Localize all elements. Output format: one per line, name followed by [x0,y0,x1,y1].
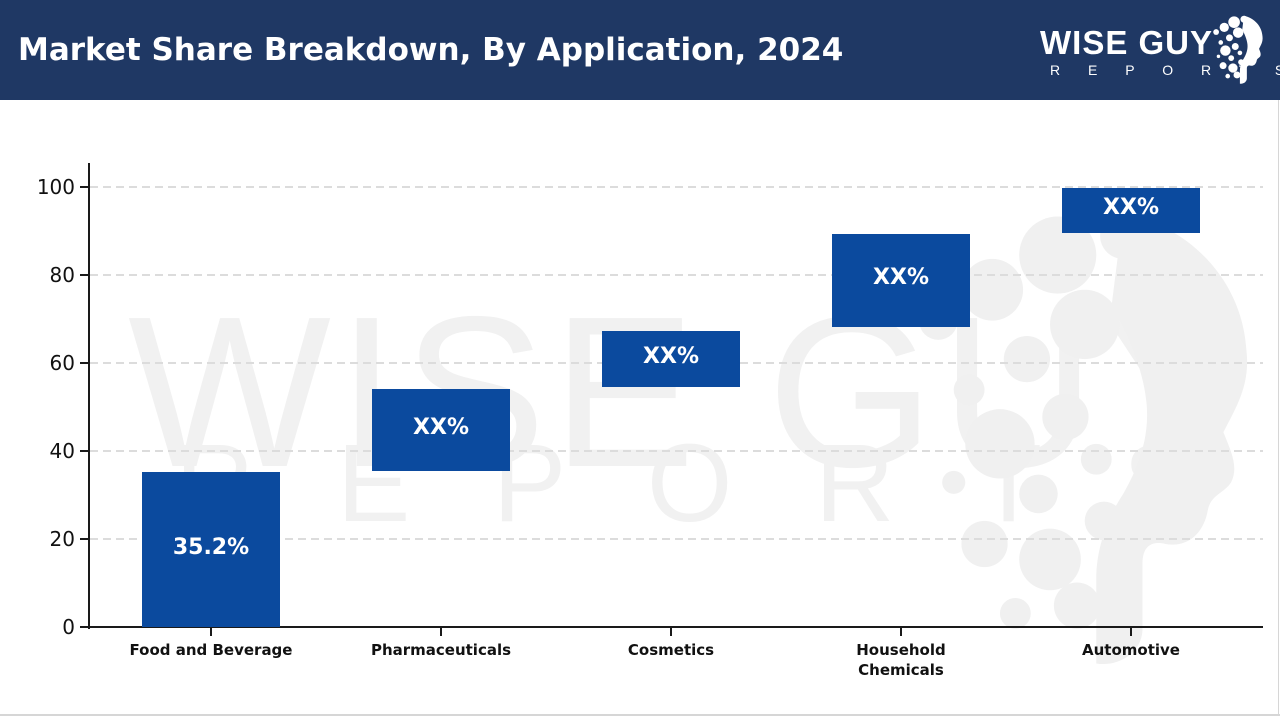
y-tick-label: 80 [49,263,75,287]
bar-value-label: XX% [413,414,469,440]
y-tick-mark [80,362,88,364]
dotted-face-icon [1213,15,1263,84]
y-tick-label: 60 [49,351,75,375]
x-tick-label: Household Chemicals [856,641,946,679]
y-tick-mark [80,538,88,540]
y-tick-mark [80,626,88,628]
y-tick-mark [80,274,88,276]
x-tick-mark [900,628,902,636]
plot-area: 0 20 40 60 80 100 35.2% Food and Beverage XX% Pha… [0,100,1280,714]
bar: XX% [1062,187,1200,233]
y-gridline [90,450,1263,452]
y-tick-label: 20 [49,527,75,551]
y-axis-line [88,163,90,629]
bar: 35.2% [142,472,280,627]
x-tick-mark [1130,628,1132,636]
y-tick-label: 100 [36,175,75,199]
y-gridline [90,274,1263,276]
x-tick-label: Cosmetics [627,641,715,659]
x-tick-mark [210,628,212,636]
logo-wordmark: WISE GUY [1040,24,1214,61]
y-tick-mark [80,450,88,452]
y-tick-label: 0 [62,615,75,639]
bar: XX% [832,234,970,327]
x-tick-label: Food and Beverage [129,641,293,659]
bottom-divider [0,714,1280,716]
y-tick-mark [80,186,88,188]
y-gridline [90,538,1263,540]
x-tick-label: Automotive [1082,641,1180,659]
x-tick-label: Pharmaceuticals [370,641,512,659]
y-gridline [90,186,1263,188]
bar: XX% [602,330,740,388]
x-axis-line [88,626,1263,628]
bar-value-label: XX% [1103,195,1159,221]
bar-value-label: XX% [643,344,699,370]
y-tick-label: 40 [49,439,75,463]
x-tick-mark [670,628,672,636]
header-bar: Market Share Breakdown, By Application, … [0,0,1280,100]
bar-value-label: XX% [873,265,929,291]
x-tick-mark [440,628,442,636]
bar: XX% [372,388,510,471]
page-title: Market Share Breakdown, By Application, … [18,32,844,68]
right-divider [1278,100,1279,715]
bar-value-label: 35.2% [172,534,250,560]
brand-logo: WISE GUY R E P O R T S [1010,6,1280,94]
